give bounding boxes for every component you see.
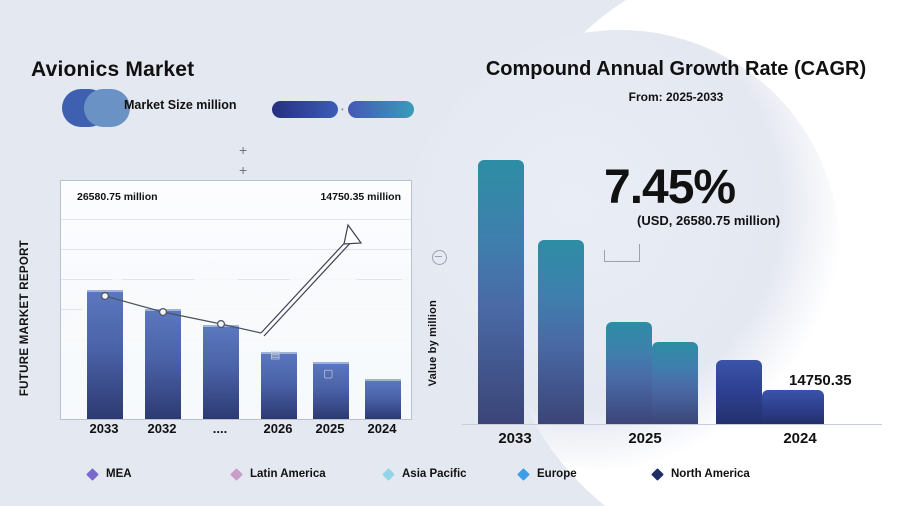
x-tick-0: 2033 — [89, 421, 119, 436]
gridline — [61, 249, 411, 250]
right-bar-chart — [462, 140, 882, 425]
plus-icon-bottom: + — [239, 162, 248, 178]
legend-item-europe[interactable]: Europe — [517, 467, 577, 481]
legend-marker-asia-pacific — [382, 467, 395, 481]
document-icon: ▤ — [270, 349, 281, 361]
left-bar-chart: 26580.75 million 14750.35 million ▤ ▢ — [60, 180, 412, 420]
decor-pill-two — [348, 101, 414, 118]
x-tick-1: 2032 — [147, 421, 177, 436]
cagr-currency-note: (USD, 26580.75 million) — [637, 213, 781, 228]
legend-item-asia-pacific[interactable]: Asia Pacific — [382, 467, 467, 481]
trend-line-overlay — [100, 223, 363, 337]
legend-label-latin-america: Latin America — [250, 468, 326, 480]
bar-2032[interactable] — [145, 309, 181, 419]
legend-label-mea: MEA — [106, 468, 132, 480]
decor-pill-one — [272, 101, 338, 118]
right-chart-data-label: 14750.35 — [789, 372, 852, 389]
cagr-value: 7.45% — [604, 161, 736, 214]
right-chart-baseline — [462, 424, 882, 425]
bar-2025-a[interactable] — [606, 322, 652, 425]
x-tick-right-0: 2033 — [498, 430, 532, 447]
cagr-subtitle: From: 2025-2033 — [628, 90, 724, 104]
x-tick-2: .... — [212, 421, 228, 436]
legend-item-latin-america[interactable]: Latin America — [230, 467, 326, 481]
bar-2026[interactable] — [261, 352, 297, 419]
legend-label-europe: Europe — [537, 468, 577, 480]
bar-2024-a[interactable] — [716, 360, 762, 425]
left-x-axis: 2033 2032 .... 2026 2025 2024 — [60, 421, 410, 441]
bar-2024[interactable] — [365, 379, 401, 419]
bar-2033-b[interactable] — [538, 240, 584, 425]
legend-marker-latin-america — [230, 467, 243, 481]
y-axis-label-left: FUTURE MARKET REPORT — [19, 240, 31, 397]
x-tick-right-2: 2024 — [783, 430, 817, 447]
y-axis-label-right: Value by million — [427, 300, 439, 387]
bar-2033[interactable] — [87, 290, 123, 419]
x-tick-right-1: 2025 — [628, 430, 662, 447]
legend-marker-europe — [517, 467, 530, 481]
decor-pill-separator: • — [341, 105, 344, 114]
plus-icon-top: + — [239, 142, 248, 158]
legend-marker-mea — [86, 467, 99, 481]
left-bars-group — [61, 181, 411, 419]
cagr-title: Compound Annual Growth Rate (CAGR) — [485, 58, 867, 80]
x-tick-4: 2025 — [315, 421, 345, 436]
annotation-right-value: 14750.35 million — [320, 191, 401, 203]
x-tick-3: 2026 — [263, 421, 293, 436]
gridline — [61, 219, 411, 220]
bar-dots[interactable] — [203, 325, 239, 419]
market-size-caption: Market Size million — [124, 98, 237, 112]
legend-label-north-america: North America — [671, 468, 750, 480]
minus-circle-icon — [432, 250, 447, 265]
box-icon: ▢ — [323, 368, 334, 380]
legend-label-asia-pacific: Asia Pacific — [402, 468, 467, 480]
legend-item-north-america[interactable]: North America — [651, 467, 750, 481]
bar-2024-b[interactable] — [762, 390, 824, 425]
bar-2025-b[interactable] — [652, 342, 698, 425]
page-title: Avionics Market — [31, 58, 195, 81]
blob-right-shape — [84, 89, 130, 127]
market-size-blob-icon — [62, 89, 130, 127]
annotation-left-value: 26580.75 million — [77, 191, 158, 203]
legend-marker-north-america — [651, 467, 664, 481]
legend-item-mea[interactable]: MEA — [86, 467, 132, 481]
x-tick-5: 2024 — [367, 421, 397, 436]
bar-2033-a[interactable] — [478, 160, 524, 425]
legend-bar — [0, 455, 900, 506]
bar-2025[interactable] — [313, 362, 349, 419]
bracket-marker-icon — [604, 244, 640, 262]
